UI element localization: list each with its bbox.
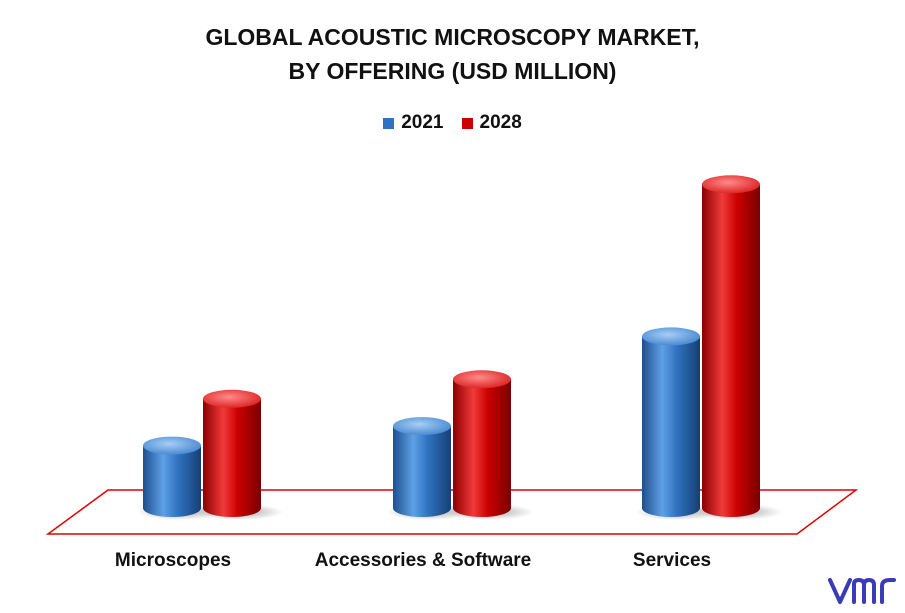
bar-microscopes-2028-cap [203, 389, 261, 408]
legend: 2021 2028 [0, 112, 905, 134]
chart-title-line2: BY OFFERING (USD MILLION) [288, 58, 617, 84]
bar-microscopes-2021-cap [143, 436, 201, 455]
legend-label-2028: 2028 [479, 112, 522, 133]
bar-accessories-software-2021 [393, 426, 451, 517]
category-label-accessories-software: Accessories & Software [314, 550, 532, 571]
bar-microscopes-2028 [203, 398, 261, 517]
chart-title-line1: GLOBAL ACOUSTIC MICROSCOPY MARKET, [205, 24, 700, 50]
bar-services-2028 [702, 184, 760, 518]
category-label-services: Services [632, 550, 712, 571]
legend-swatch-2021 [383, 117, 395, 129]
bar-accessories-software-2028-cap [453, 370, 511, 389]
bar-services-2021-cap [642, 327, 700, 346]
legend-item-2028: 2028 [461, 112, 522, 134]
bar-services-2021 [642, 336, 700, 517]
floor-outline [45, 489, 859, 535]
bar-accessories-software-2021-cap [393, 417, 451, 436]
bar-microscopes-2021 [143, 445, 201, 517]
legend-label-2021: 2021 [401, 112, 444, 133]
bar-accessories-software-2028 [453, 379, 511, 517]
bars-group [136, 175, 783, 520]
vmr-logo [828, 577, 896, 604]
legend-item-2021: 2021 [383, 112, 444, 134]
category-label-microscopes: Microscopes [114, 550, 232, 571]
chart-title: GLOBAL ACOUSTIC MICROSCOPY MARKET, BY OF… [0, 20, 905, 88]
bar-services-2028-cap [702, 175, 760, 194]
legend-swatch-2028 [461, 117, 473, 129]
